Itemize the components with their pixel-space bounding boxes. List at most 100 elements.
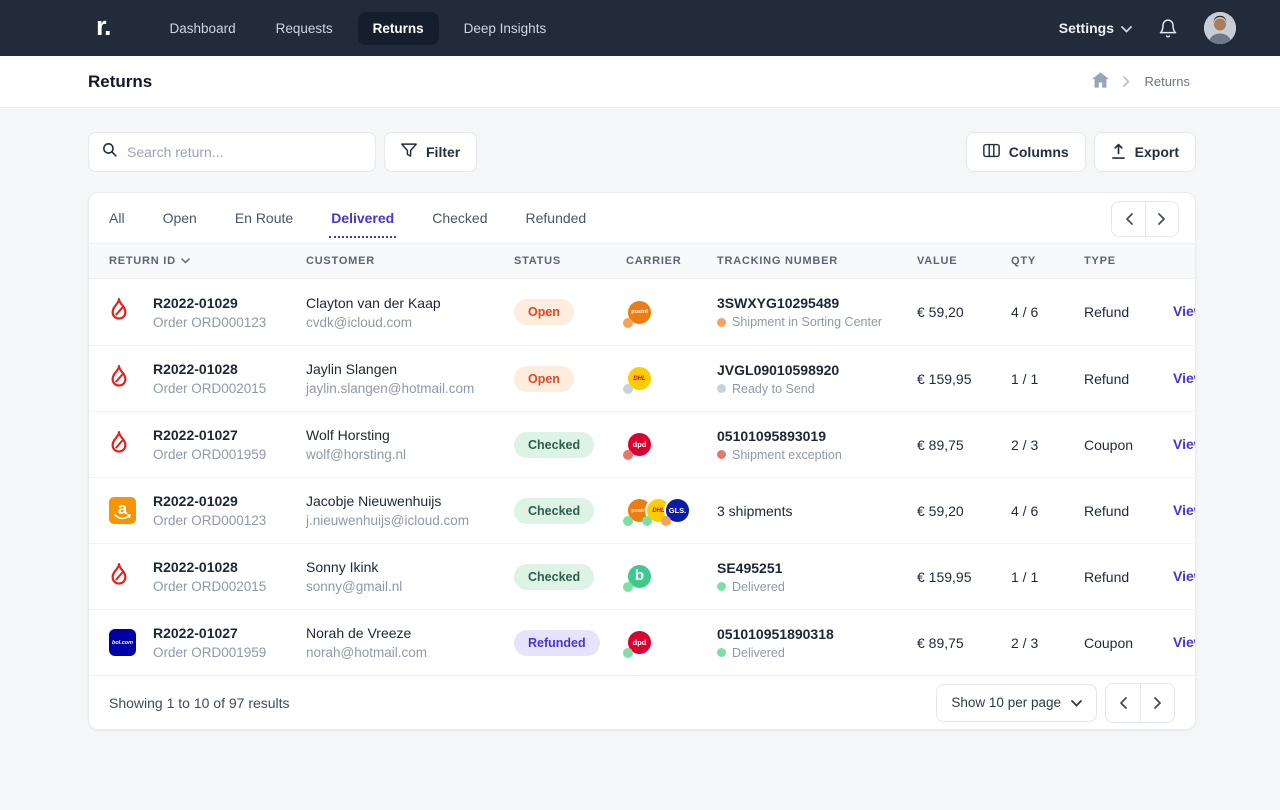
tracking-status: Shipment exception	[717, 448, 917, 462]
tab-all[interactable]: All	[109, 210, 125, 226]
nav-item-deep-insights[interactable]: Deep Insights	[463, 20, 547, 36]
chevron-right-icon	[1123, 76, 1131, 87]
status-badge: Open	[514, 365, 574, 392]
source-icon-cell	[109, 561, 153, 593]
table-row[interactable]: R2022-01028 Order ORD002015 Sonny Ikink …	[89, 543, 1195, 609]
return-id-cell: R2022-01027 Order ORD001959	[153, 427, 306, 462]
prev-page-button[interactable]	[1106, 684, 1140, 722]
view-link[interactable]: View	[1173, 633, 1195, 650]
source-icon-cell	[109, 296, 153, 328]
value: € 159,95	[917, 370, 972, 387]
customer-email: cvdk@icloud.com	[306, 314, 412, 330]
budbee-carrier-logo: b	[623, 563, 653, 592]
source-icon-cell	[109, 363, 153, 395]
table-row[interactable]: R2022-01028 Order ORD002015 Jaylin Slang…	[89, 345, 1195, 411]
lightspeed-icon	[109, 429, 129, 461]
return-id-cell: R2022-01028 Order ORD002015	[153, 361, 306, 396]
export-icon	[1111, 143, 1126, 162]
breadcrumb-current[interactable]: Returns	[1144, 74, 1190, 89]
tracking-status-dot	[717, 317, 726, 327]
tracking-cell: 05101095893019 Shipment exception	[717, 428, 917, 462]
return-id-cell: R2022-01029 Order ORD000123	[153, 493, 306, 528]
order-id: Order ORD000123	[153, 513, 267, 528]
brand-logo[interactable]: r.	[96, 10, 112, 41]
return-id: R2022-01028	[153, 559, 238, 575]
tracking-number: 3SWXYG10295489	[717, 295, 840, 311]
tracking-number: JVGL09010598920	[717, 361, 840, 378]
order-id: Order ORD002015	[153, 579, 267, 594]
filter-button[interactable]: Filter	[384, 132, 478, 172]
status-badge: Refunded	[514, 629, 600, 656]
tracking-status-dot	[717, 648, 726, 657]
tracking-cell: 051010951890318 Delivered	[717, 626, 917, 660]
tab-refunded[interactable]: Refunded	[525, 210, 587, 226]
quantity: 2 / 3	[1011, 634, 1039, 651]
tab-open[interactable]: Open	[162, 210, 197, 226]
tracking-cell: 3SWXYG10295489 Shipment in Sorting Cente…	[717, 295, 917, 329]
column-header-carrier: CARRIER	[626, 255, 682, 267]
source-icon-cell	[109, 429, 153, 461]
view-link[interactable]: View	[1173, 567, 1195, 584]
columns-button[interactable]: Columns	[965, 132, 1086, 172]
value: € 59,20	[917, 304, 964, 320]
customer-cell: Clayton van der Kaap cvdk@icloud.com	[306, 295, 514, 330]
home-icon[interactable]	[1092, 72, 1110, 91]
customer-cell: Norah de Vreeze norah@hotmail.com	[306, 625, 514, 660]
table-row[interactable]: bol.com R2022-01027 Order ORD001959 Nora…	[89, 609, 1195, 675]
return-id: R2022-01029	[153, 294, 238, 311]
table-row[interactable]: a R2022-01029 Order ORD000123 Jacobje Ni…	[89, 477, 1195, 543]
export-button[interactable]: Export	[1093, 132, 1196, 172]
return-type: Coupon	[1084, 634, 1134, 651]
tab-delivered[interactable]: Delivered	[329, 193, 397, 243]
carrier-status-dot	[623, 582, 633, 592]
lightspeed-icon	[109, 561, 129, 593]
status-cell: Checked	[514, 497, 626, 524]
notifications-bell-icon[interactable]	[1158, 18, 1178, 39]
settings-label: Settings	[1058, 20, 1114, 36]
customer-name: Sonny Ikink	[306, 559, 379, 575]
dpd-carrier-logo: dpd	[623, 629, 653, 658]
per-page-select[interactable]: Show 10 per page	[936, 683, 1097, 722]
return-id: R2022-01029	[153, 493, 238, 509]
view-link[interactable]: View	[1173, 303, 1195, 319]
nav-item-dashboard[interactable]: Dashboard	[169, 20, 236, 36]
carrier-status-dot	[623, 317, 633, 328]
settings-menu[interactable]: Settings	[1059, 20, 1132, 36]
tab-checked[interactable]: Checked	[432, 210, 488, 226]
customer-email: sonny@gmail.nl	[306, 579, 403, 594]
tracking-number: 3 shipments	[717, 502, 793, 519]
column-header-qty: QTY	[1011, 255, 1036, 267]
table-row[interactable]: R2022-01029 Order ORD000123 Clayton van …	[89, 279, 1195, 345]
next-page-button[interactable]	[1145, 202, 1178, 236]
next-page-button[interactable]	[1140, 683, 1174, 722]
tracking-number: SE495251	[717, 559, 783, 576]
tracking-cell: 3 shipments	[717, 503, 917, 519]
return-type: Coupon	[1084, 436, 1134, 453]
carrier-cell: postnl DHL GLS.	[623, 497, 717, 526]
column-header-return-id[interactable]: RETURN ID	[109, 255, 306, 267]
search-box	[88, 132, 376, 172]
top-navbar: r. Dashboard Requests Returns Deep Insights…	[0, 0, 1280, 56]
nav-item-requests[interactable]: Requests	[275, 20, 333, 36]
sort-chevron-icon	[181, 255, 190, 267]
amazon-icon: a	[109, 497, 136, 524]
page-header: Returns Returns	[0, 56, 1280, 108]
search-input[interactable]	[127, 144, 363, 160]
tab-en-route[interactable]: En Route	[234, 210, 294, 226]
table-row[interactable]: R2022-01027 Order ORD001959 Wolf Horstin…	[89, 411, 1195, 477]
view-link[interactable]: View	[1173, 435, 1195, 452]
view-link[interactable]: View	[1173, 369, 1195, 386]
prev-page-button[interactable]	[1112, 202, 1145, 236]
carrier-cell: dpd	[623, 629, 717, 658]
customer-email: jaylin.slangen@hotmail.com	[306, 381, 475, 396]
nav-item-returns[interactable]: Returns	[357, 11, 439, 45]
lightspeed-icon	[109, 296, 129, 328]
customer-cell: Jacobje Nieuwenhuijs j.nieuwenhuijs@iclo…	[306, 493, 514, 528]
filter-funnel-icon	[401, 143, 417, 161]
customer-cell: Sonny Ikink sonny@gmail.nl	[306, 559, 514, 594]
value: € 159,95	[917, 568, 972, 585]
user-avatar[interactable]	[1204, 12, 1236, 44]
status-badge: Checked	[514, 563, 595, 590]
view-link[interactable]: View	[1173, 501, 1195, 518]
customer-name: Clayton van der Kaap	[306, 294, 441, 311]
